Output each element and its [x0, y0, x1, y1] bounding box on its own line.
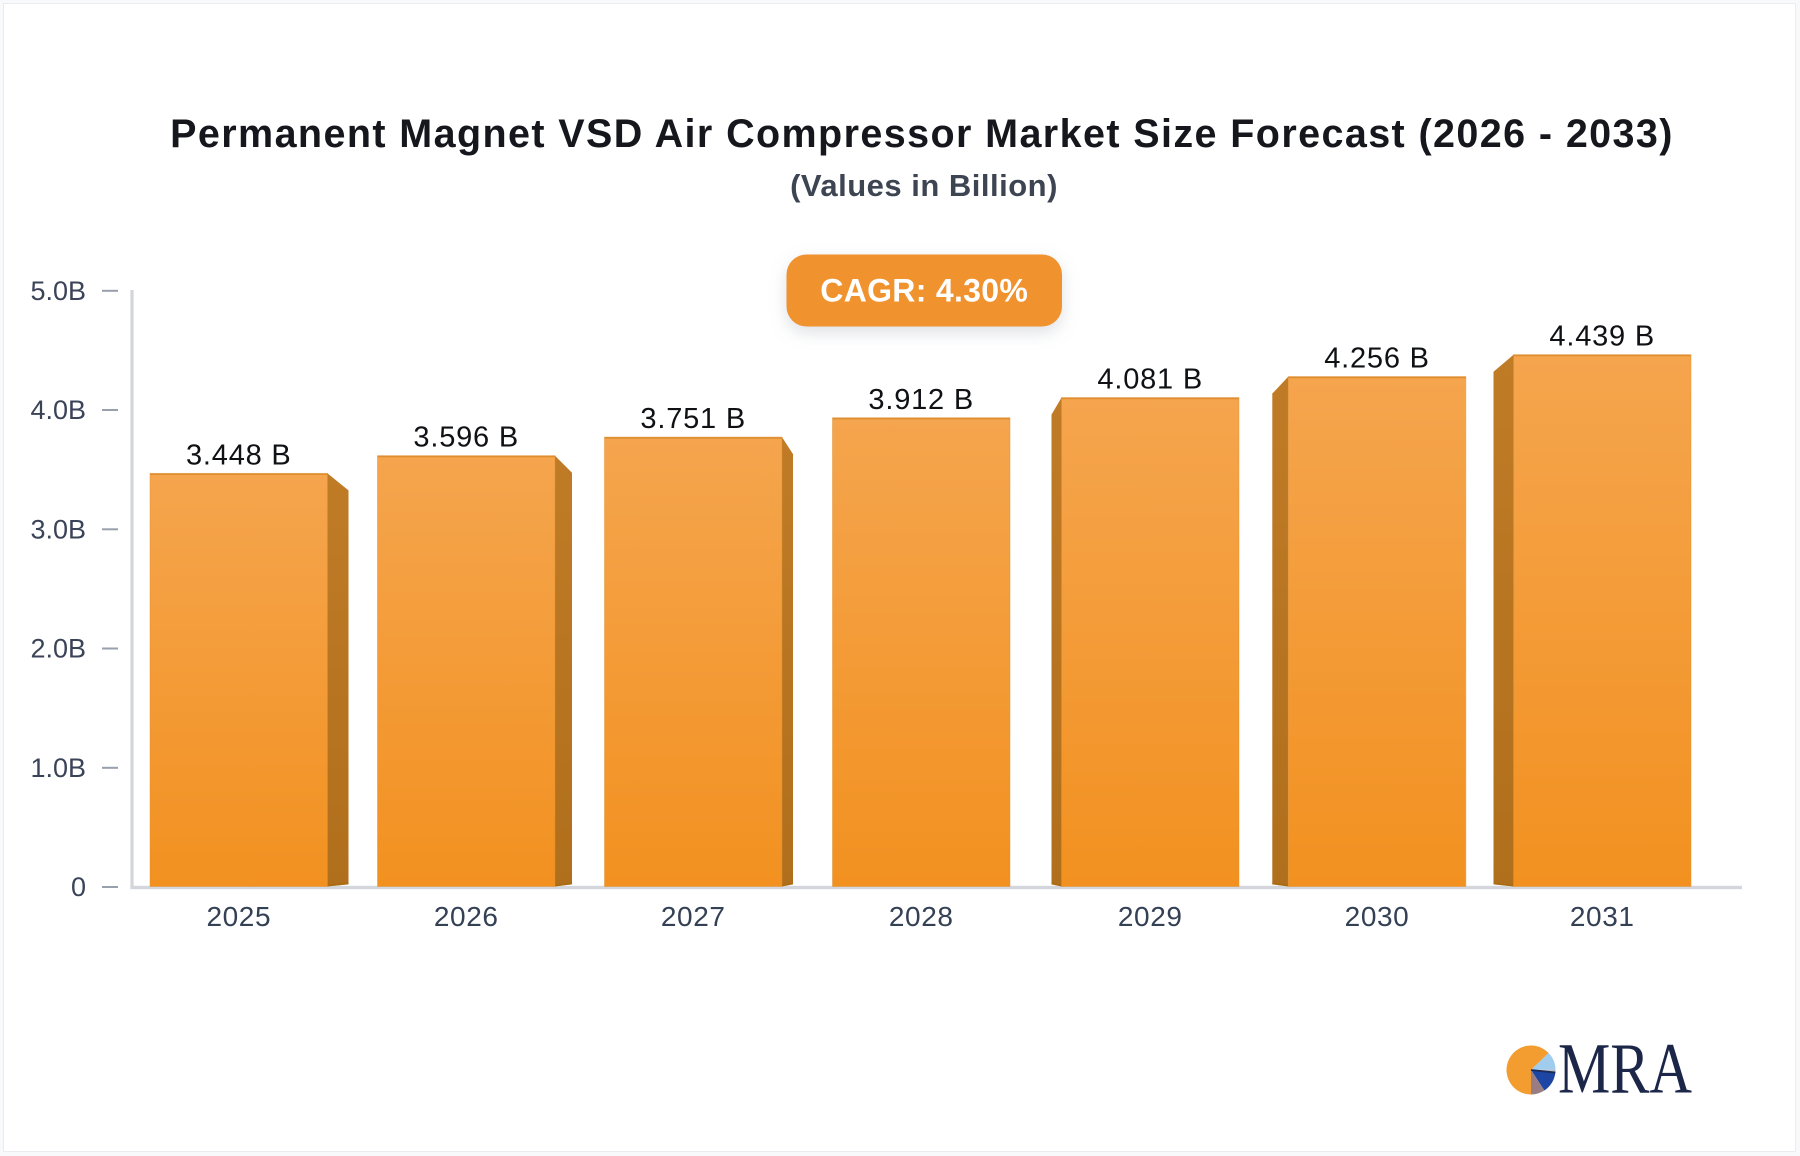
svg-text:2025: 2025: [206, 901, 271, 932]
svg-text:3.596 B: 3.596 B: [413, 422, 519, 454]
svg-text:Permanent Magnet VSD Air Compr: Permanent Magnet VSD Air Compressor Mark…: [170, 112, 1674, 156]
svg-text:2031: 2031: [1570, 901, 1635, 932]
svg-text:MRA: MRA: [1558, 1029, 1692, 1109]
svg-text:2027: 2027: [661, 901, 726, 932]
svg-text:2030: 2030: [1345, 901, 1410, 932]
svg-text:CAGR: 4.30%: CAGR: 4.30%: [820, 273, 1028, 309]
svg-text:2.0B: 2.0B: [30, 634, 86, 664]
svg-text:2029: 2029: [1118, 901, 1183, 932]
svg-text:2028: 2028: [889, 901, 954, 932]
svg-text:0: 0: [71, 872, 86, 902]
svg-text:4.256 B: 4.256 B: [1324, 343, 1430, 375]
svg-text:(Values in Billion): (Values in Billion): [790, 168, 1058, 203]
svg-text:3.912 B: 3.912 B: [868, 384, 974, 416]
svg-text:4.0B: 4.0B: [30, 395, 86, 425]
svg-text:5.0B: 5.0B: [30, 276, 86, 306]
svg-text:1.0B: 1.0B: [30, 753, 86, 783]
svg-text:3.751 B: 3.751 B: [640, 403, 746, 435]
svg-text:4.439 B: 4.439 B: [1549, 321, 1655, 353]
svg-text:2026: 2026: [434, 901, 499, 932]
svg-text:3.448 B: 3.448 B: [186, 439, 292, 471]
svg-text:3.0B: 3.0B: [30, 514, 86, 544]
svg-text:4.081 B: 4.081 B: [1097, 364, 1203, 396]
